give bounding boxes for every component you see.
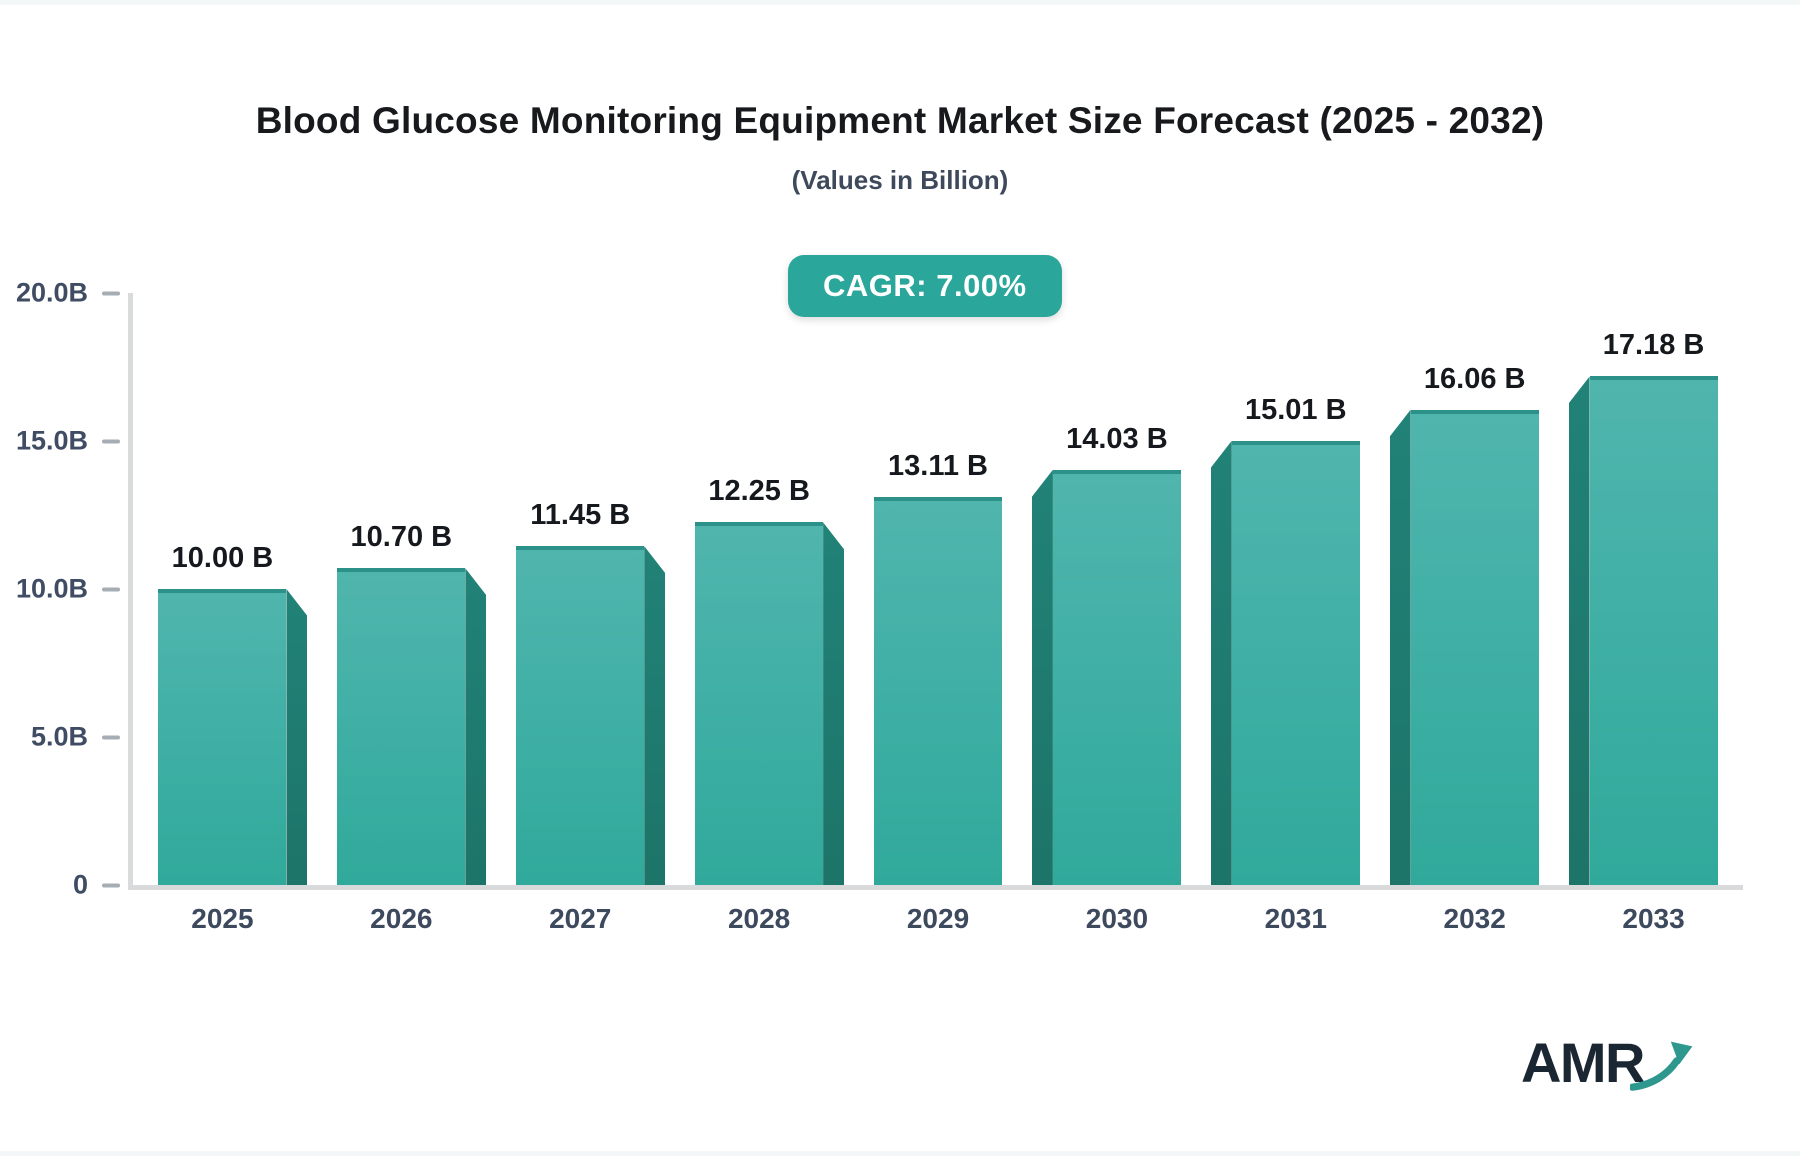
bar-column-2026: 10.70 B 2026 bbox=[312, 293, 491, 934]
bar-2026 bbox=[337, 568, 466, 885]
bar-column-2027: 11.45 B 2027 bbox=[491, 293, 670, 934]
bar-2030 bbox=[1052, 469, 1181, 885]
y-tick-mark bbox=[102, 735, 120, 739]
y-tick-mark bbox=[102, 439, 120, 443]
y-tick-10.0B: 10.0B bbox=[16, 574, 120, 605]
bar-3d-side bbox=[644, 546, 666, 885]
chart-title: Blood Glucose Monitoring Equipment Marke… bbox=[255, 100, 1545, 141]
bar-column-2032: 16.06 B 2032 bbox=[1385, 293, 1564, 934]
bar-value-label: 16.06 B bbox=[1423, 362, 1526, 395]
cagr-badge: CAGR: 7.00% bbox=[788, 255, 1062, 317]
bar-3d-side bbox=[1210, 440, 1232, 885]
x-axis-label-2028: 2028 bbox=[727, 903, 791, 934]
bar-2029 bbox=[874, 496, 1002, 885]
bar-value-label: 10.70 B bbox=[350, 521, 453, 554]
y-tick-5.0B: 5.0B bbox=[31, 722, 120, 753]
bar-value-label: 17.18 B bbox=[1602, 329, 1705, 362]
x-axis-label-2027: 2027 bbox=[549, 903, 612, 934]
y-tick-label: 10.0B bbox=[15, 573, 88, 604]
x-axis-label-2030: 2030 bbox=[1085, 903, 1149, 934]
bar-column-2029: 13.11 B 2029 bbox=[849, 293, 1028, 934]
bar-2028 bbox=[695, 522, 824, 885]
bar-2027 bbox=[516, 546, 645, 885]
bar-3d-side bbox=[1568, 376, 1590, 885]
bar-2033 bbox=[1589, 376, 1718, 885]
bar-column-2028: 12.25 B 2028 bbox=[670, 293, 849, 934]
y-tick-20.0B: 20.0B bbox=[16, 278, 120, 309]
bar-value-label: 10.00 B bbox=[171, 542, 274, 574]
bar-value-label: 13.11 B bbox=[888, 449, 988, 482]
y-tick-15.0B: 15.0B bbox=[16, 426, 120, 457]
y-tick-label: 5.0B bbox=[30, 721, 88, 752]
x-axis-label-2029: 2029 bbox=[906, 903, 970, 934]
bar-value-label: 11.45 B bbox=[530, 499, 631, 532]
x-axis-label-2032: 2032 bbox=[1443, 903, 1506, 934]
x-axis-label-2033: 2033 bbox=[1622, 903, 1685, 934]
bar-value-label: 14.03 B bbox=[1066, 422, 1168, 455]
bar-column-2025: 10.00 B 2025 bbox=[133, 293, 312, 934]
bar-column-2031: 15.01 B 2031 bbox=[1206, 293, 1385, 934]
x-axis-label-2026: 2026 bbox=[370, 903, 433, 934]
bar-column-2033: 17.18 B 2033 bbox=[1564, 293, 1743, 934]
y-tick-label: 20.0B bbox=[15, 277, 88, 308]
bar-2032 bbox=[1410, 409, 1539, 885]
bar-column-2030: 14.03 B 2030 bbox=[1027, 293, 1206, 934]
amr-logo-text: AMR bbox=[1520, 1031, 1646, 1094]
y-tick-label: 0 bbox=[72, 869, 88, 900]
bar-3d-side bbox=[465, 568, 487, 885]
y-tick-mark bbox=[102, 587, 120, 591]
y-tick-mark bbox=[102, 883, 120, 887]
y-axis: 20.0B 15.0B 10.0B 5.0B 0 bbox=[0, 278, 120, 900]
bar-3d-side bbox=[823, 522, 845, 885]
amr-logo: AMR bbox=[1521, 1035, 1696, 1095]
bar-2025 bbox=[158, 589, 287, 885]
x-axis-label-2025: 2025 bbox=[191, 903, 254, 934]
bar-3d-side bbox=[1031, 469, 1053, 885]
chart-subtitle: (Values in Billion) bbox=[791, 165, 1009, 195]
y-tick-label: 15.0B bbox=[15, 425, 88, 456]
bar-value-label: 15.01 B bbox=[1244, 393, 1347, 426]
bar-3d-side bbox=[1389, 409, 1411, 885]
plot-area: 10.00 B 2025 10.70 B 2026 11.45 B 2027 12.25 B… bbox=[128, 293, 1743, 934]
bar-value-label: 12.25 B bbox=[708, 475, 810, 508]
y-tick-mark bbox=[102, 291, 120, 295]
x-axis-label-2031: 2031 bbox=[1264, 903, 1327, 934]
plot-columns: 10.00 B 2025 10.70 B 2026 11.45 B 2027 12.25 B… bbox=[133, 293, 1743, 934]
bar-3d-side bbox=[286, 589, 308, 885]
bar-2031 bbox=[1231, 440, 1360, 885]
growth-arrow-icon bbox=[1630, 1041, 1693, 1091]
y-tick-0: 0 bbox=[73, 870, 120, 901]
